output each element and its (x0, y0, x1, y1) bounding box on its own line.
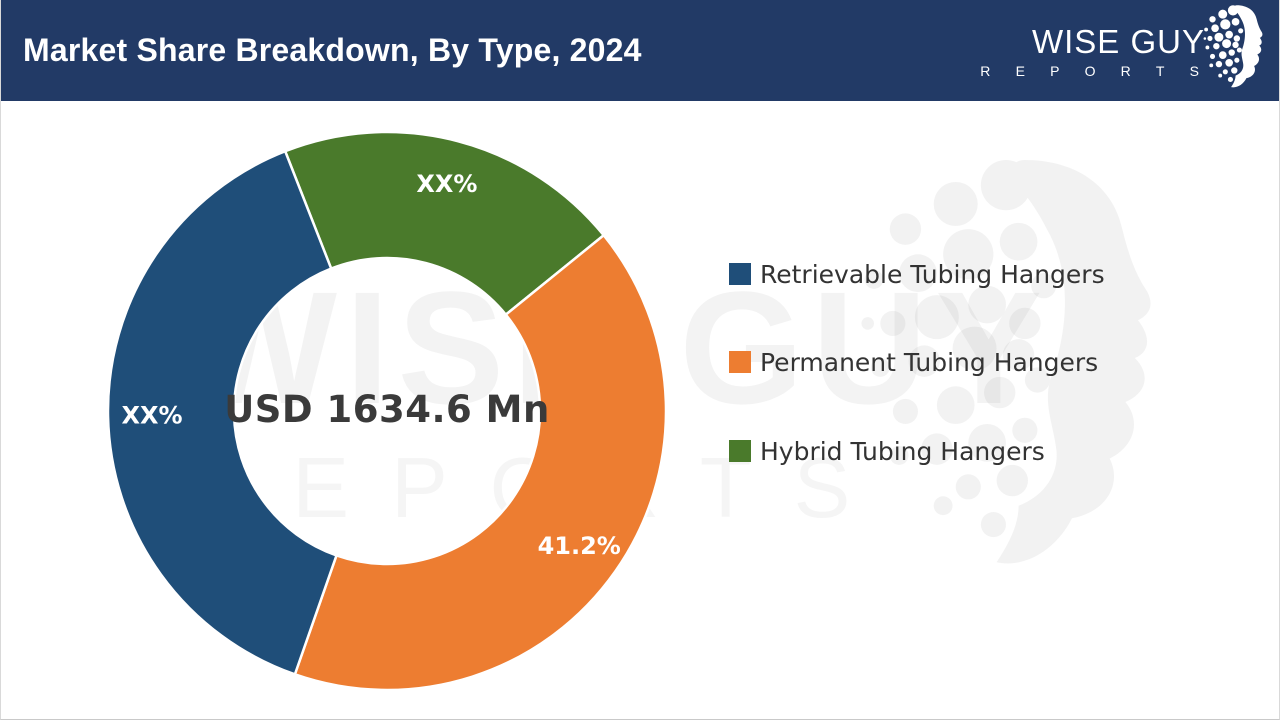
legend-label: Hybrid Tubing Hangers (760, 436, 1045, 466)
legend-item-retrievable: Retrievable Tubing Hangers (729, 259, 1105, 289)
logo-face-icon (1203, 5, 1263, 88)
legend-label: Permanent Tubing Hangers (760, 347, 1099, 377)
legend-item-permanent: Permanent Tubing Hangers (729, 347, 1098, 377)
legend-label: Retrievable Tubing Hangers (760, 259, 1105, 289)
logo-wordmark: WISE GUY (1031, 23, 1205, 60)
chart-center-value: USD 1634.6 Mn (224, 387, 550, 431)
segment-percent-label: 41.2% (538, 532, 621, 560)
legend-swatch-hybrid (729, 440, 751, 462)
page-title: Market Share Breakdown, By Type, 2024 (23, 32, 642, 68)
header: Market Share Breakdown, By Type, 2024 WI… (1, 0, 1279, 101)
wise-guy-reports-logo: WISE GUY R E P O R T S (949, 0, 1269, 101)
legend-swatch-retrievable (729, 263, 751, 285)
segment-percent-label: XX% (416, 170, 477, 198)
watermark-face-icon (861, 160, 1151, 564)
legend-swatch-permanent (729, 351, 751, 373)
legend-item-hybrid: Hybrid Tubing Hangers (729, 436, 1045, 466)
logo-subtext: R E P O R T S (980, 63, 1211, 79)
